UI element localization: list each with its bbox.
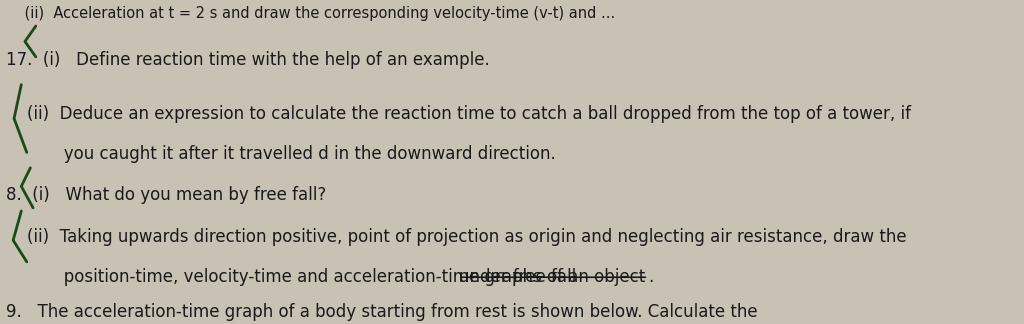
Text: 9.   The acceleration-time graph of a body starting from rest is shown below. Ca: 9. The acceleration-time graph of a body… [6,304,758,321]
Text: 17.  (i)   Define reaction time with the help of an example.: 17. (i) Define reaction time with the he… [6,51,489,69]
Text: (ii)  Taking upwards direction positive, point of projection as origin and negle: (ii) Taking upwards direction positive, … [6,228,906,246]
Text: (ii)  Deduce an expression to calculate the reaction time to catch a ball droppe: (ii) Deduce an expression to calculate t… [6,105,911,123]
Text: 8.  (i)   What do you mean by free fall?: 8. (i) What do you mean by free fall? [6,186,327,204]
Text: (ii)  Acceleration at t = 2 s and draw the corresponding velocity-time (v-t) and: (ii) Acceleration at t = 2 s and draw th… [6,6,615,21]
Text: under free fall: under free fall [459,268,577,286]
Text: position-time, velocity-time and acceleration-time graphs of an object: position-time, velocity-time and acceler… [6,268,650,286]
Text: you caught it after it travelled d in the downward direction.: you caught it after it travelled d in th… [6,145,556,163]
Text: .: . [648,268,653,286]
